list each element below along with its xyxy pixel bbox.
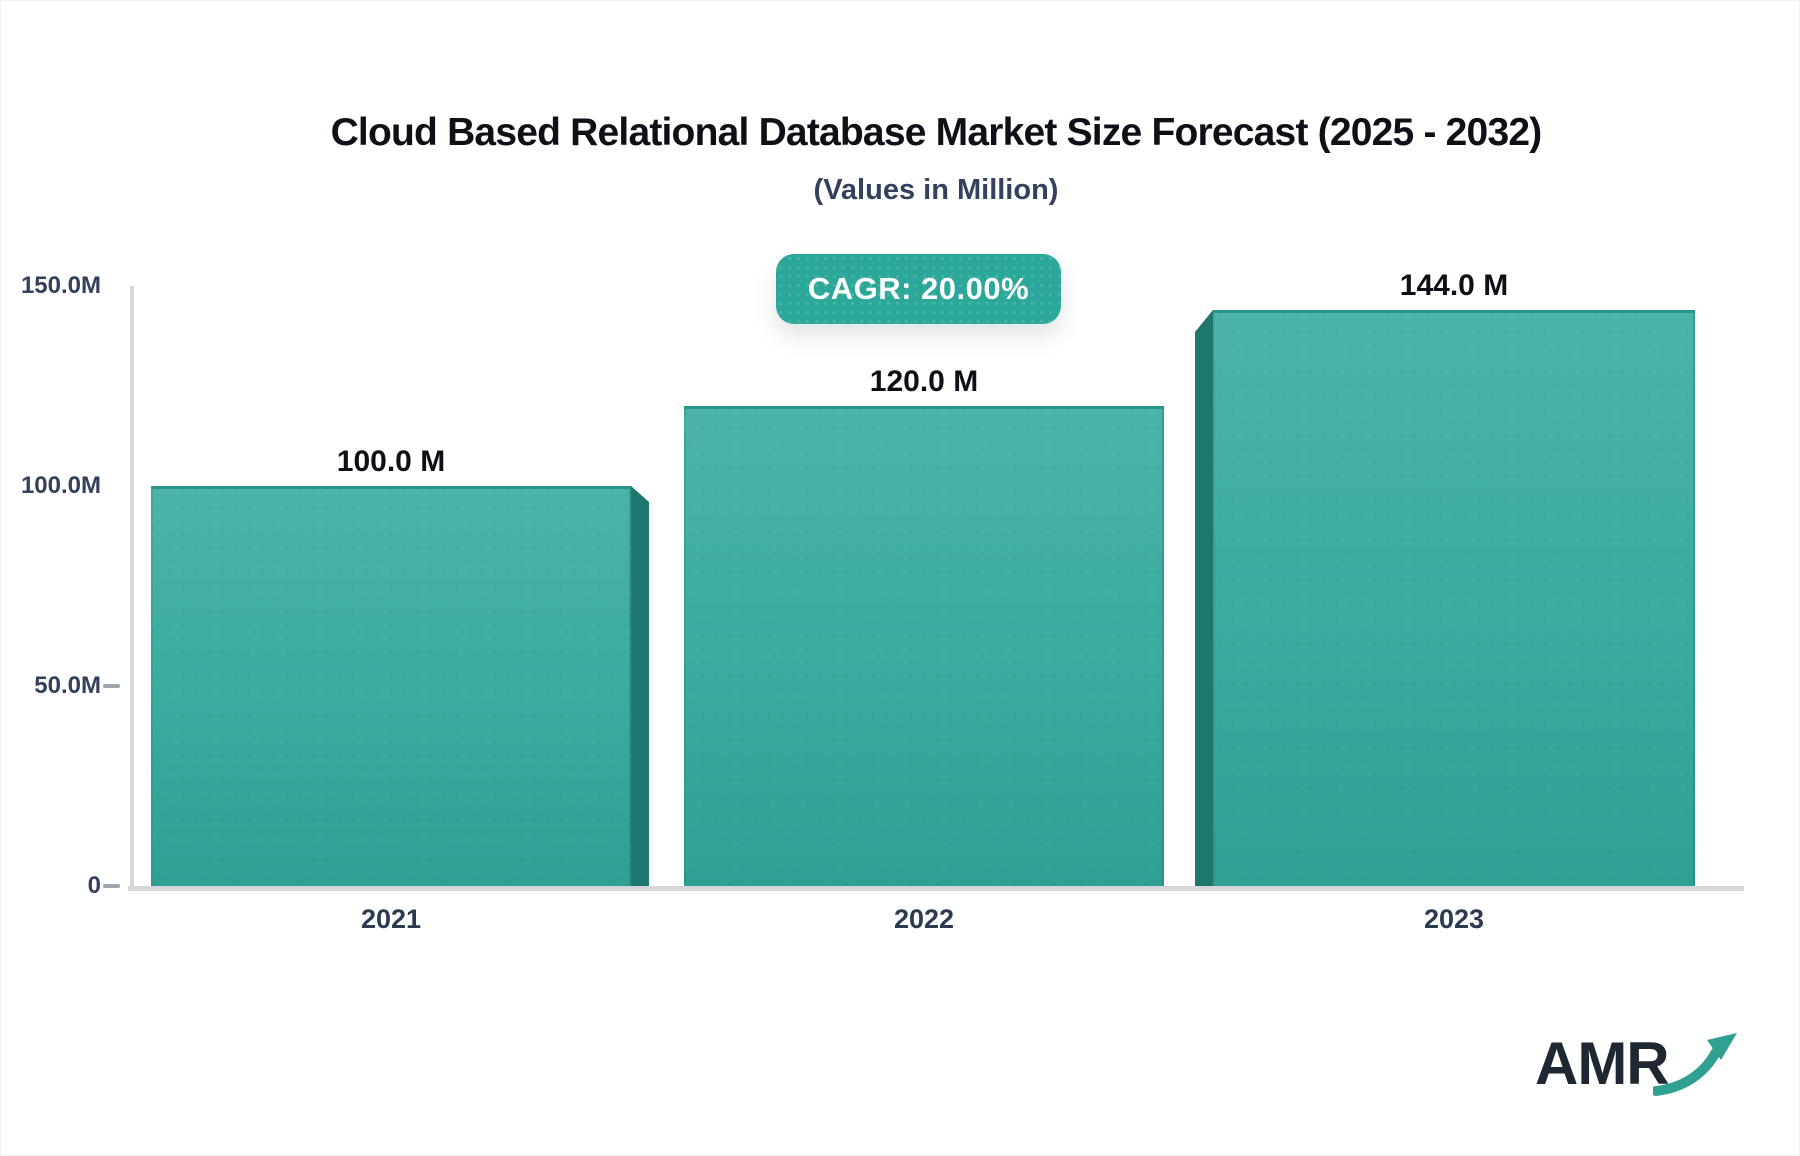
value-label-2022: 120.0 M bbox=[869, 365, 979, 398]
y-tick-0 bbox=[103, 884, 120, 888]
x-axis-label-2022: 2022 bbox=[893, 904, 955, 934]
growth-arrow-icon bbox=[1652, 1033, 1737, 1096]
chart-header: Cloud Based Relational Database Market S… bbox=[71, 1, 1799, 208]
bar-2021 bbox=[151, 486, 631, 886]
bar-2022 bbox=[684, 406, 1164, 886]
cagr-badge: CAGR: 20.00% bbox=[776, 254, 1061, 324]
bar-2023 bbox=[1213, 310, 1695, 886]
y-axis-label-150m: 150.0M bbox=[20, 272, 101, 299]
y-axis-label-50m: 50.0M bbox=[34, 672, 101, 699]
chart-title: Cloud Based Relational Database Market S… bbox=[330, 111, 1543, 154]
value-label-2023: 144.0 M bbox=[1399, 269, 1509, 302]
y-axis-label-0: 0 bbox=[87, 872, 101, 899]
bar-2021-side-shade bbox=[631, 486, 649, 886]
y-axis-label-100m: 100.0M bbox=[20, 472, 101, 499]
y-tick-50m bbox=[103, 684, 120, 688]
x-axis-label-2021: 2021 bbox=[360, 904, 422, 934]
chart-subtitle: (Values in Million) bbox=[813, 174, 1059, 206]
value-label-2021: 100.0 M bbox=[336, 445, 446, 478]
y-axis-line bbox=[130, 286, 134, 886]
bar-2023-side-shade bbox=[1195, 310, 1213, 886]
amr-logo: AMR bbox=[1535, 1030, 1739, 1097]
amr-logo-text: AMR bbox=[1535, 1030, 1670, 1097]
x-axis-label-2023: 2023 bbox=[1423, 904, 1485, 934]
cagr-badge-label: CAGR: 20.00% bbox=[807, 271, 1030, 306]
x-axis-line bbox=[128, 886, 1744, 891]
